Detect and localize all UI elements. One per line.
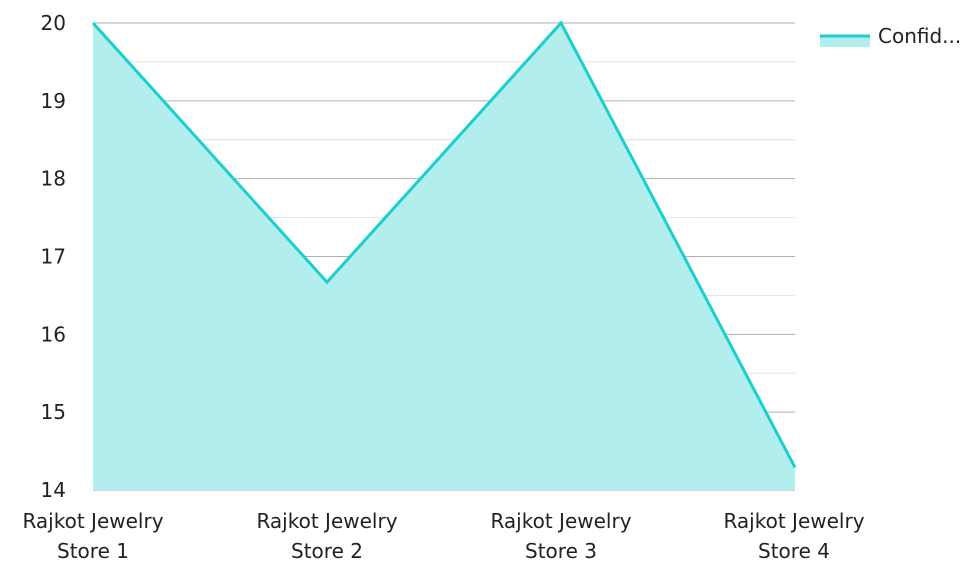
plot-area — [91, 20, 797, 490]
legend: Confid... — [820, 24, 961, 48]
legend-label: Confid... — [878, 24, 961, 48]
y-tick-label: 17 — [41, 245, 66, 269]
series-line — [91, 20, 797, 469]
x-tick-label: Rajkot Jewelry Store 3 — [490, 509, 631, 562]
legend-swatch-fill — [820, 36, 870, 47]
x-axis: Rajkot Jewelry Store 1 Rajkot Jewelry Store… — [22, 509, 864, 563]
x-tick-label: Rajkot Jewelry Store 2 — [256, 509, 397, 562]
x-tick-label: Rajkot Jewelry Store 1 — [22, 509, 163, 562]
series-area-fill — [93, 23, 795, 490]
y-axis: 14 15 16 17 18 19 20 — [41, 11, 66, 502]
y-tick-label: 14 — [41, 478, 66, 502]
y-tick-label: 20 — [41, 11, 66, 35]
x-tick-label: Rajkot Jewelry Store 4 — [723, 509, 864, 562]
y-tick-label: 15 — [41, 400, 66, 424]
y-tick-label: 16 — [41, 322, 66, 346]
y-tick-label: 18 — [41, 167, 66, 191]
y-tick-label: 19 — [41, 89, 66, 113]
